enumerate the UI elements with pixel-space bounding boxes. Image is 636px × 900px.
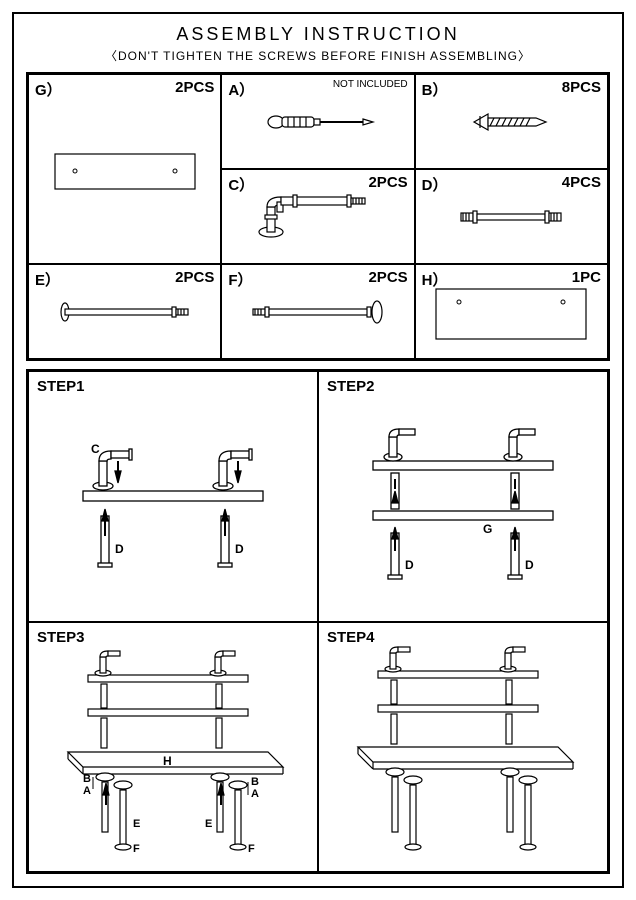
step4-diagram	[323, 627, 603, 867]
steps-grid: STEP1	[26, 369, 610, 874]
board-h-icon	[431, 277, 591, 347]
pipe-f-icon	[243, 297, 393, 327]
part-e-cell: E） 2PCS	[28, 264, 221, 359]
short-pipe-icon	[446, 202, 576, 232]
step2-mark-d-r: D	[525, 558, 534, 572]
pipe-e-icon	[50, 297, 200, 327]
step3-mark-a-l: A	[83, 785, 91, 797]
subtitle: 〈DON'T TIGHTEN THE SCREWS BEFORE FINISH …	[14, 47, 622, 64]
step4-label: STEP4	[327, 629, 375, 646]
part-a-note: NOT INCLUDED	[333, 79, 408, 90]
part-e-qty: 2PCS	[175, 269, 214, 286]
part-h-cell: H） 1PC	[415, 264, 608, 359]
part-c-label: C）	[228, 174, 254, 195]
part-f-label: F）	[228, 269, 252, 290]
step1-cell: STEP1	[28, 371, 318, 622]
step3-mark-a-r: A	[251, 788, 259, 800]
elbow-pipe-icon	[253, 187, 383, 247]
step3-mark-f-l: F	[133, 843, 140, 855]
step3-mark-f-r: F	[248, 843, 255, 855]
part-h-qty: 1PC	[572, 269, 601, 286]
step3-mark-e-l: E	[133, 818, 140, 830]
part-g-cell: G） 2PCS	[28, 74, 221, 264]
step2-label: STEP2	[327, 378, 375, 395]
part-e-label: E）	[35, 269, 60, 290]
step3-label: STEP3	[37, 629, 85, 646]
part-b-label: B）	[422, 79, 448, 100]
title: ASSEMBLY INSTRUCTION	[14, 24, 622, 45]
step2-diagram: G D D	[333, 391, 593, 601]
part-d-cell: D） 4PCS	[415, 169, 608, 264]
step3-mark-h: H	[163, 754, 172, 768]
screwdriver-icon	[258, 107, 378, 137]
step2-mark-g: G	[483, 522, 492, 536]
screw-icon	[466, 102, 556, 142]
board-g-icon	[50, 139, 200, 199]
part-b-cell: B） 8PCS	[415, 74, 608, 169]
part-f-cell: F） 2PCS	[221, 264, 414, 359]
step3-mark-e-r: E	[205, 818, 212, 830]
part-h-label: H）	[422, 269, 448, 290]
step1-mark-c: C	[91, 442, 100, 456]
step3-cell: STEP3	[28, 622, 318, 873]
part-c-cell: C） 2PCS	[221, 169, 414, 264]
part-g-qty: 2PCS	[175, 79, 214, 96]
step3-diagram: H B A B A E E F F	[33, 627, 313, 867]
part-b-qty: 8PCS	[562, 79, 601, 96]
part-a-cell: A） NOT INCLUDED	[221, 74, 414, 169]
step3-mark-b-r: B	[251, 776, 259, 788]
part-d-qty: 4PCS	[562, 174, 601, 191]
page-frame: ASSEMBLY INSTRUCTION 〈DON'T TIGHTEN THE …	[12, 12, 624, 888]
step2-mark-d-l: D	[405, 558, 414, 572]
parts-grid: A） NOT INCLUDED B） 8PCS	[26, 72, 610, 361]
part-f-qty: 2PCS	[368, 269, 407, 286]
step2-cell: STEP2	[318, 371, 608, 622]
step1-diagram: C D D	[43, 391, 303, 601]
part-d-label: D）	[422, 174, 448, 195]
part-c-qty: 2PCS	[368, 174, 407, 191]
step1-mark-d-l: D	[115, 542, 124, 556]
step3-mark-b-l: B	[83, 773, 91, 785]
header: ASSEMBLY INSTRUCTION 〈DON'T TIGHTEN THE …	[14, 14, 622, 72]
step1-label: STEP1	[37, 378, 85, 395]
step4-cell: STEP4	[318, 622, 608, 873]
part-a-label: A）	[228, 79, 254, 100]
part-g-label: G）	[35, 79, 62, 100]
step1-mark-d-r: D	[235, 542, 244, 556]
